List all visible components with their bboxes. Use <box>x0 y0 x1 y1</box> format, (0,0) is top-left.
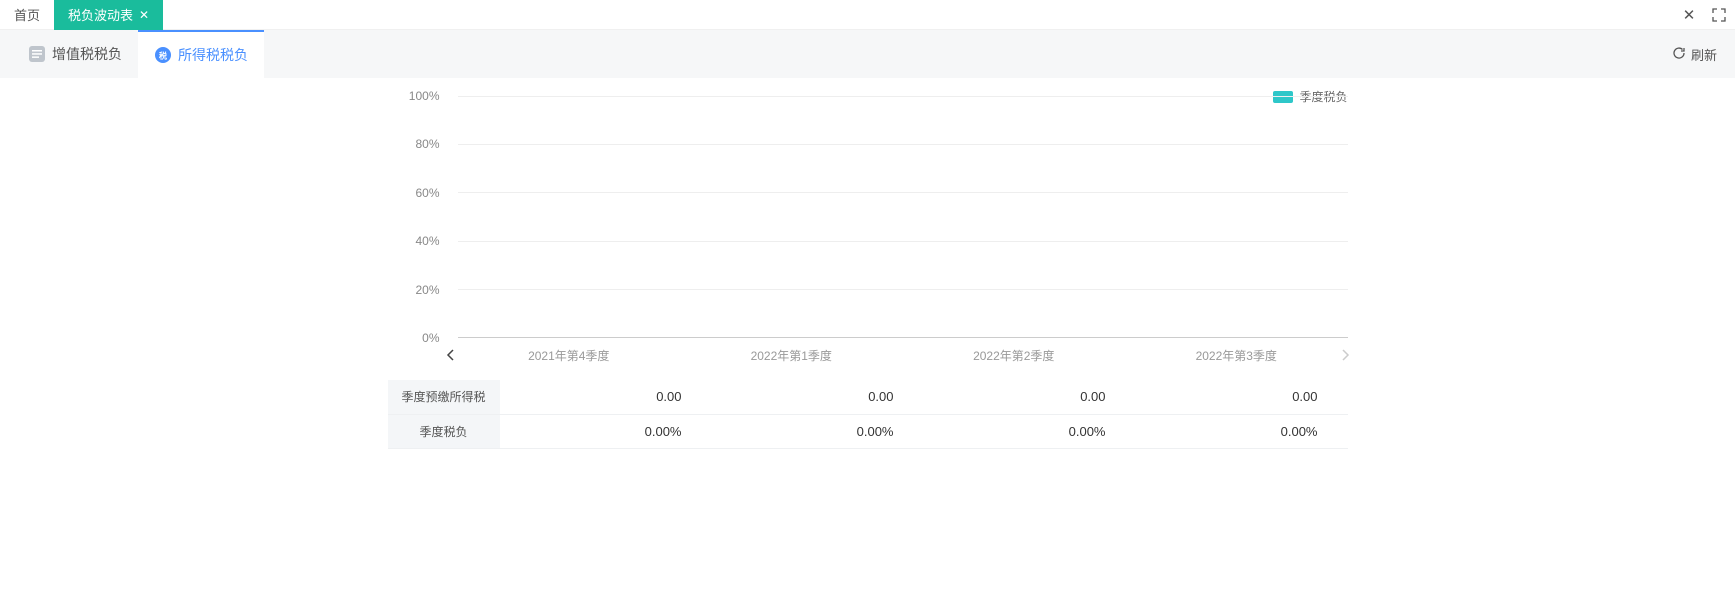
chart-plot-area <box>458 96 1348 338</box>
row-header: 季度税负 <box>388 414 500 448</box>
table-cell: 0.00% <box>712 414 924 448</box>
table-row: 季度预缴所得税0.000.000.000.00 <box>388 380 1348 414</box>
chart-y-axis: 0%20%40%60%80%100% <box>388 96 448 338</box>
top-tab-bar: 首页 税负波动表 ✕ ✕ <box>0 0 1735 30</box>
y-tick-label: 40% <box>415 234 439 248</box>
chart-next-icon[interactable] <box>1336 346 1354 364</box>
chart-gridline <box>458 144 1348 145</box>
chart-gridline <box>458 289 1348 290</box>
content-area: 季度税负 0% 20% 40% 60% 80% 100% 2021年第4季度2022年第1… <box>0 78 1735 449</box>
x-tick-label: 2022年第3季度 <box>1125 344 1348 368</box>
svg-text:税: 税 <box>159 51 167 61</box>
chart-table-panel: 季度税负 0% 20% 40% 60% 80% 100% 2021年第4季度2022年第1… <box>388 88 1348 449</box>
fullscreen-icon[interactable] <box>1709 5 1729 25</box>
tab-vat-burden-label: 增值税税负 <box>52 44 122 64</box>
chart-x-axis: 2021年第4季度2022年第1季度2022年第2季度2022年第3季度 <box>458 344 1348 368</box>
table-cell: 0.00 <box>712 380 924 414</box>
table-cell: 0.00% <box>500 414 712 448</box>
y-tick-label: 60% <box>415 186 439 200</box>
x-tick-label: 2021年第4季度 <box>458 344 681 368</box>
table-row: 季度税负0.00%0.00%0.00%0.00% <box>388 414 1348 448</box>
refresh-icon <box>1672 46 1686 63</box>
close-icon[interactable]: ✕ <box>139 9 149 21</box>
tab-home[interactable]: 首页 <box>0 0 54 30</box>
tab-vat-burden[interactable]: 增值税税负 <box>12 30 138 78</box>
quarterly-data-table: 季度预缴所得税0.000.000.000.00季度税负0.00%0.00%0.0… <box>388 380 1348 449</box>
tab-tax-volatility[interactable]: 税负波动表 ✕ <box>54 0 163 30</box>
table-cell: 0.00% <box>1136 414 1348 448</box>
income-tax-icon: 税 <box>154 46 172 64</box>
table-cell: 0.00 <box>500 380 712 414</box>
row-header: 季度预缴所得税 <box>388 380 500 414</box>
top-right-actions: ✕ <box>1679 0 1729 30</box>
chart-gridline <box>458 241 1348 242</box>
vat-icon <box>28 45 46 63</box>
refresh-button[interactable]: 刷新 <box>1672 30 1717 78</box>
chart-prev-icon[interactable] <box>442 346 460 364</box>
tab-home-label: 首页 <box>14 5 40 24</box>
quarterly-tax-chart: 季度税负 0%20%40%60%80%100% 2021年第4季度2022年第1… <box>388 88 1348 368</box>
y-tick-label: 0% <box>422 331 439 345</box>
table-cell: 0.00 <box>1136 380 1348 414</box>
chart-gridline <box>458 96 1348 97</box>
y-tick-label: 20% <box>415 283 439 297</box>
table-cell: 0.00% <box>924 414 1136 448</box>
tab-income-tax-burden[interactable]: 税 所得税税负 <box>138 30 264 78</box>
tab-tax-volatility-label: 税负波动表 <box>68 5 133 24</box>
chart-gridline <box>458 192 1348 193</box>
y-tick-label: 100% <box>409 89 440 103</box>
y-tick-label: 80% <box>415 137 439 151</box>
table-cell: 0.00 <box>924 380 1136 414</box>
refresh-label: 刷新 <box>1691 45 1717 64</box>
close-window-icon[interactable]: ✕ <box>1679 5 1699 25</box>
x-tick-label: 2022年第1季度 <box>680 344 903 368</box>
sub-tab-bar: 增值税税负 税 所得税税负 刷新 <box>0 30 1735 78</box>
sub-tabs: 增值税税负 税 所得税税负 <box>12 30 264 78</box>
tab-income-tax-burden-label: 所得税税负 <box>178 45 248 65</box>
x-tick-label: 2022年第2季度 <box>903 344 1126 368</box>
